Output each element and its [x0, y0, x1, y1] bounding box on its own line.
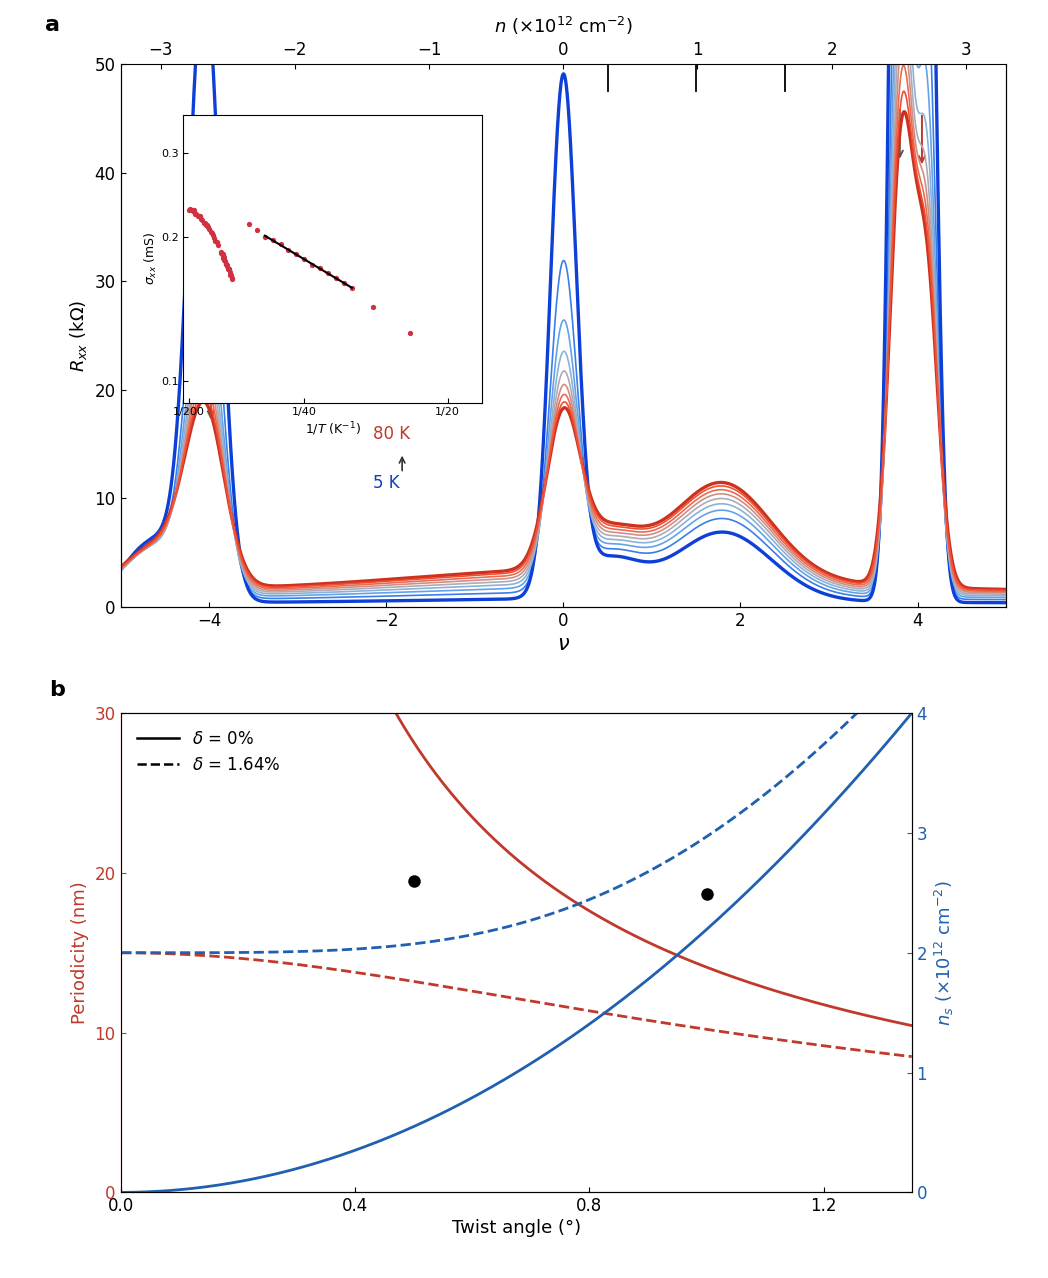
Y-axis label: $R_{xx}$ (k$\Omega$): $R_{xx}$ (k$\Omega$): [68, 299, 89, 372]
Text: 5 K: 5 K: [373, 474, 399, 492]
Text: a: a: [45, 15, 60, 35]
Y-axis label: Periodicity (nm): Periodicity (nm): [71, 882, 89, 1024]
Y-axis label: $n_s$ ($\times$10$^{12}$ cm$^{-2}$): $n_s$ ($\times$10$^{12}$ cm$^{-2}$): [933, 879, 956, 1026]
Text: b: b: [49, 680, 65, 699]
X-axis label: $1/T$ (K$^{-1}$): $1/T$ (K$^{-1}$): [305, 420, 361, 438]
X-axis label: $n$ ($\times$10$^{12}$ cm$^{-2}$): $n$ ($\times$10$^{12}$ cm$^{-2}$): [494, 14, 633, 37]
Y-axis label: $\sigma_{xx}$ (mS): $\sigma_{xx}$ (mS): [144, 233, 159, 285]
Text: 80 K: 80 K: [373, 424, 410, 442]
Legend: $\delta$ = 0%, $\delta$ = 1.64%: $\delta$ = 0%, $\delta$ = 1.64%: [129, 722, 289, 782]
X-axis label: Twist angle (°): Twist angle (°): [452, 1219, 581, 1237]
X-axis label: $\nu$: $\nu$: [556, 634, 570, 654]
